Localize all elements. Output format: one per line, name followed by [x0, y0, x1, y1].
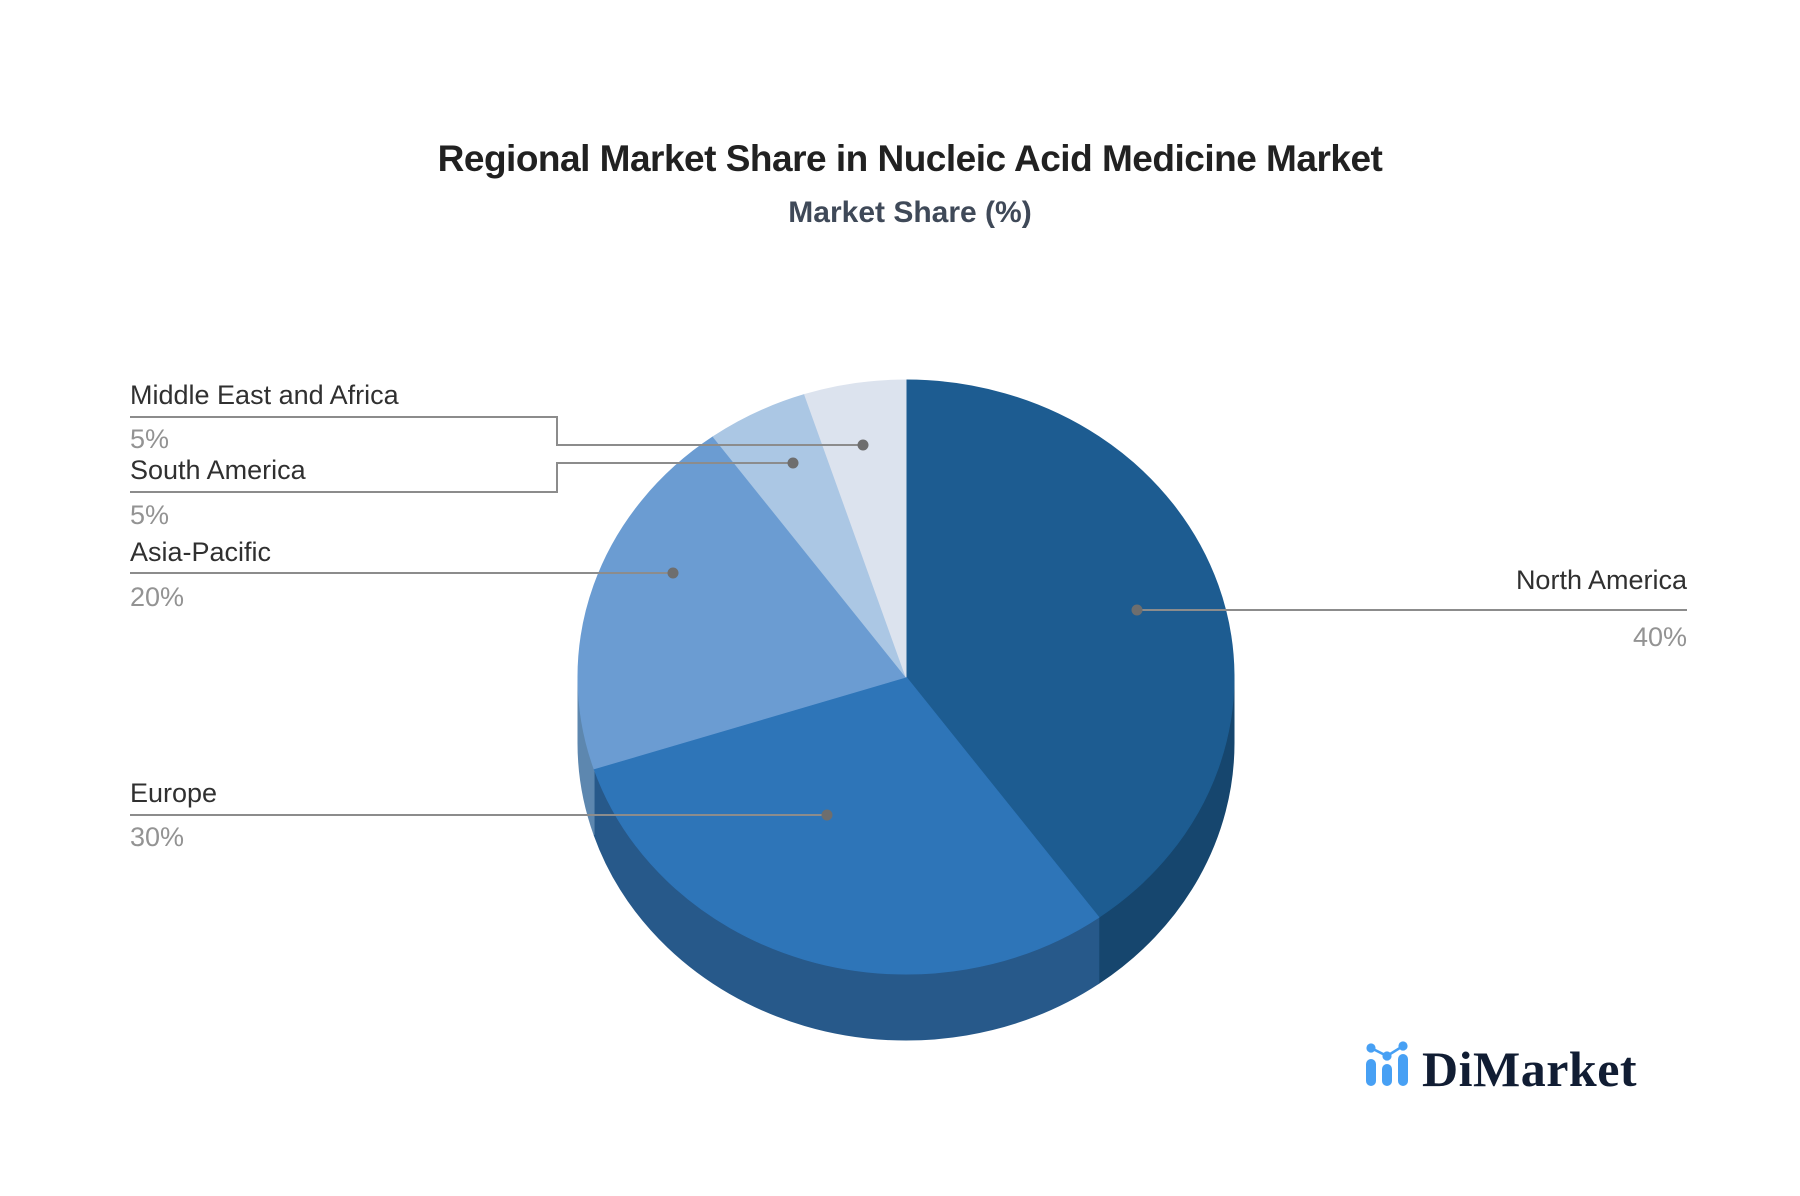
chart-subtitle: Market Share (%)	[788, 196, 1032, 229]
brand-logo-text: DiMarket	[1422, 1041, 1638, 1097]
callout-value-middle-east-and-africa: 5%	[130, 424, 170, 454]
callout-value-north-america: 40%	[1632, 622, 1687, 652]
pie-slice-asia-pacific	[577, 436, 907, 770]
leader-dot-north-america	[1131, 604, 1143, 616]
callout-label-south-america: South America	[130, 455, 306, 485]
leader-dot-asia-pacific	[667, 567, 679, 579]
leader-line-south-america	[130, 462, 793, 493]
callout-value-asia-pacific: 20%	[130, 582, 185, 612]
leader-dot-europe	[821, 809, 833, 821]
pie-slice-europe	[593, 676, 1100, 975]
brand-logo: DiMarket	[1364, 1040, 1637, 1094]
pie-slice-middle-east-and-africa	[803, 379, 907, 678]
callout-value-south-america: 5%	[130, 500, 170, 530]
pie-slice-north-america	[905, 379, 1235, 918]
leader-line-middle-east-and-africa	[130, 416, 863, 446]
callout-label-north-america: North America	[1515, 565, 1687, 595]
bar-chart-with-trend-dots-icon	[1366, 1041, 1408, 1086]
callout-label-asia-pacific: Asia-Pacific	[130, 537, 272, 567]
leader-dot-middle-east-and-africa	[857, 439, 869, 451]
chart-title: Regional Market Share in Nucleic Acid Me…	[437, 138, 1383, 179]
callout-value-europe: 30%	[130, 822, 185, 852]
callout-label-europe: Europe	[130, 778, 218, 808]
leader-dot-south-america	[787, 457, 799, 469]
callout-label-middle-east-and-africa: Middle East and Africa	[130, 380, 399, 410]
